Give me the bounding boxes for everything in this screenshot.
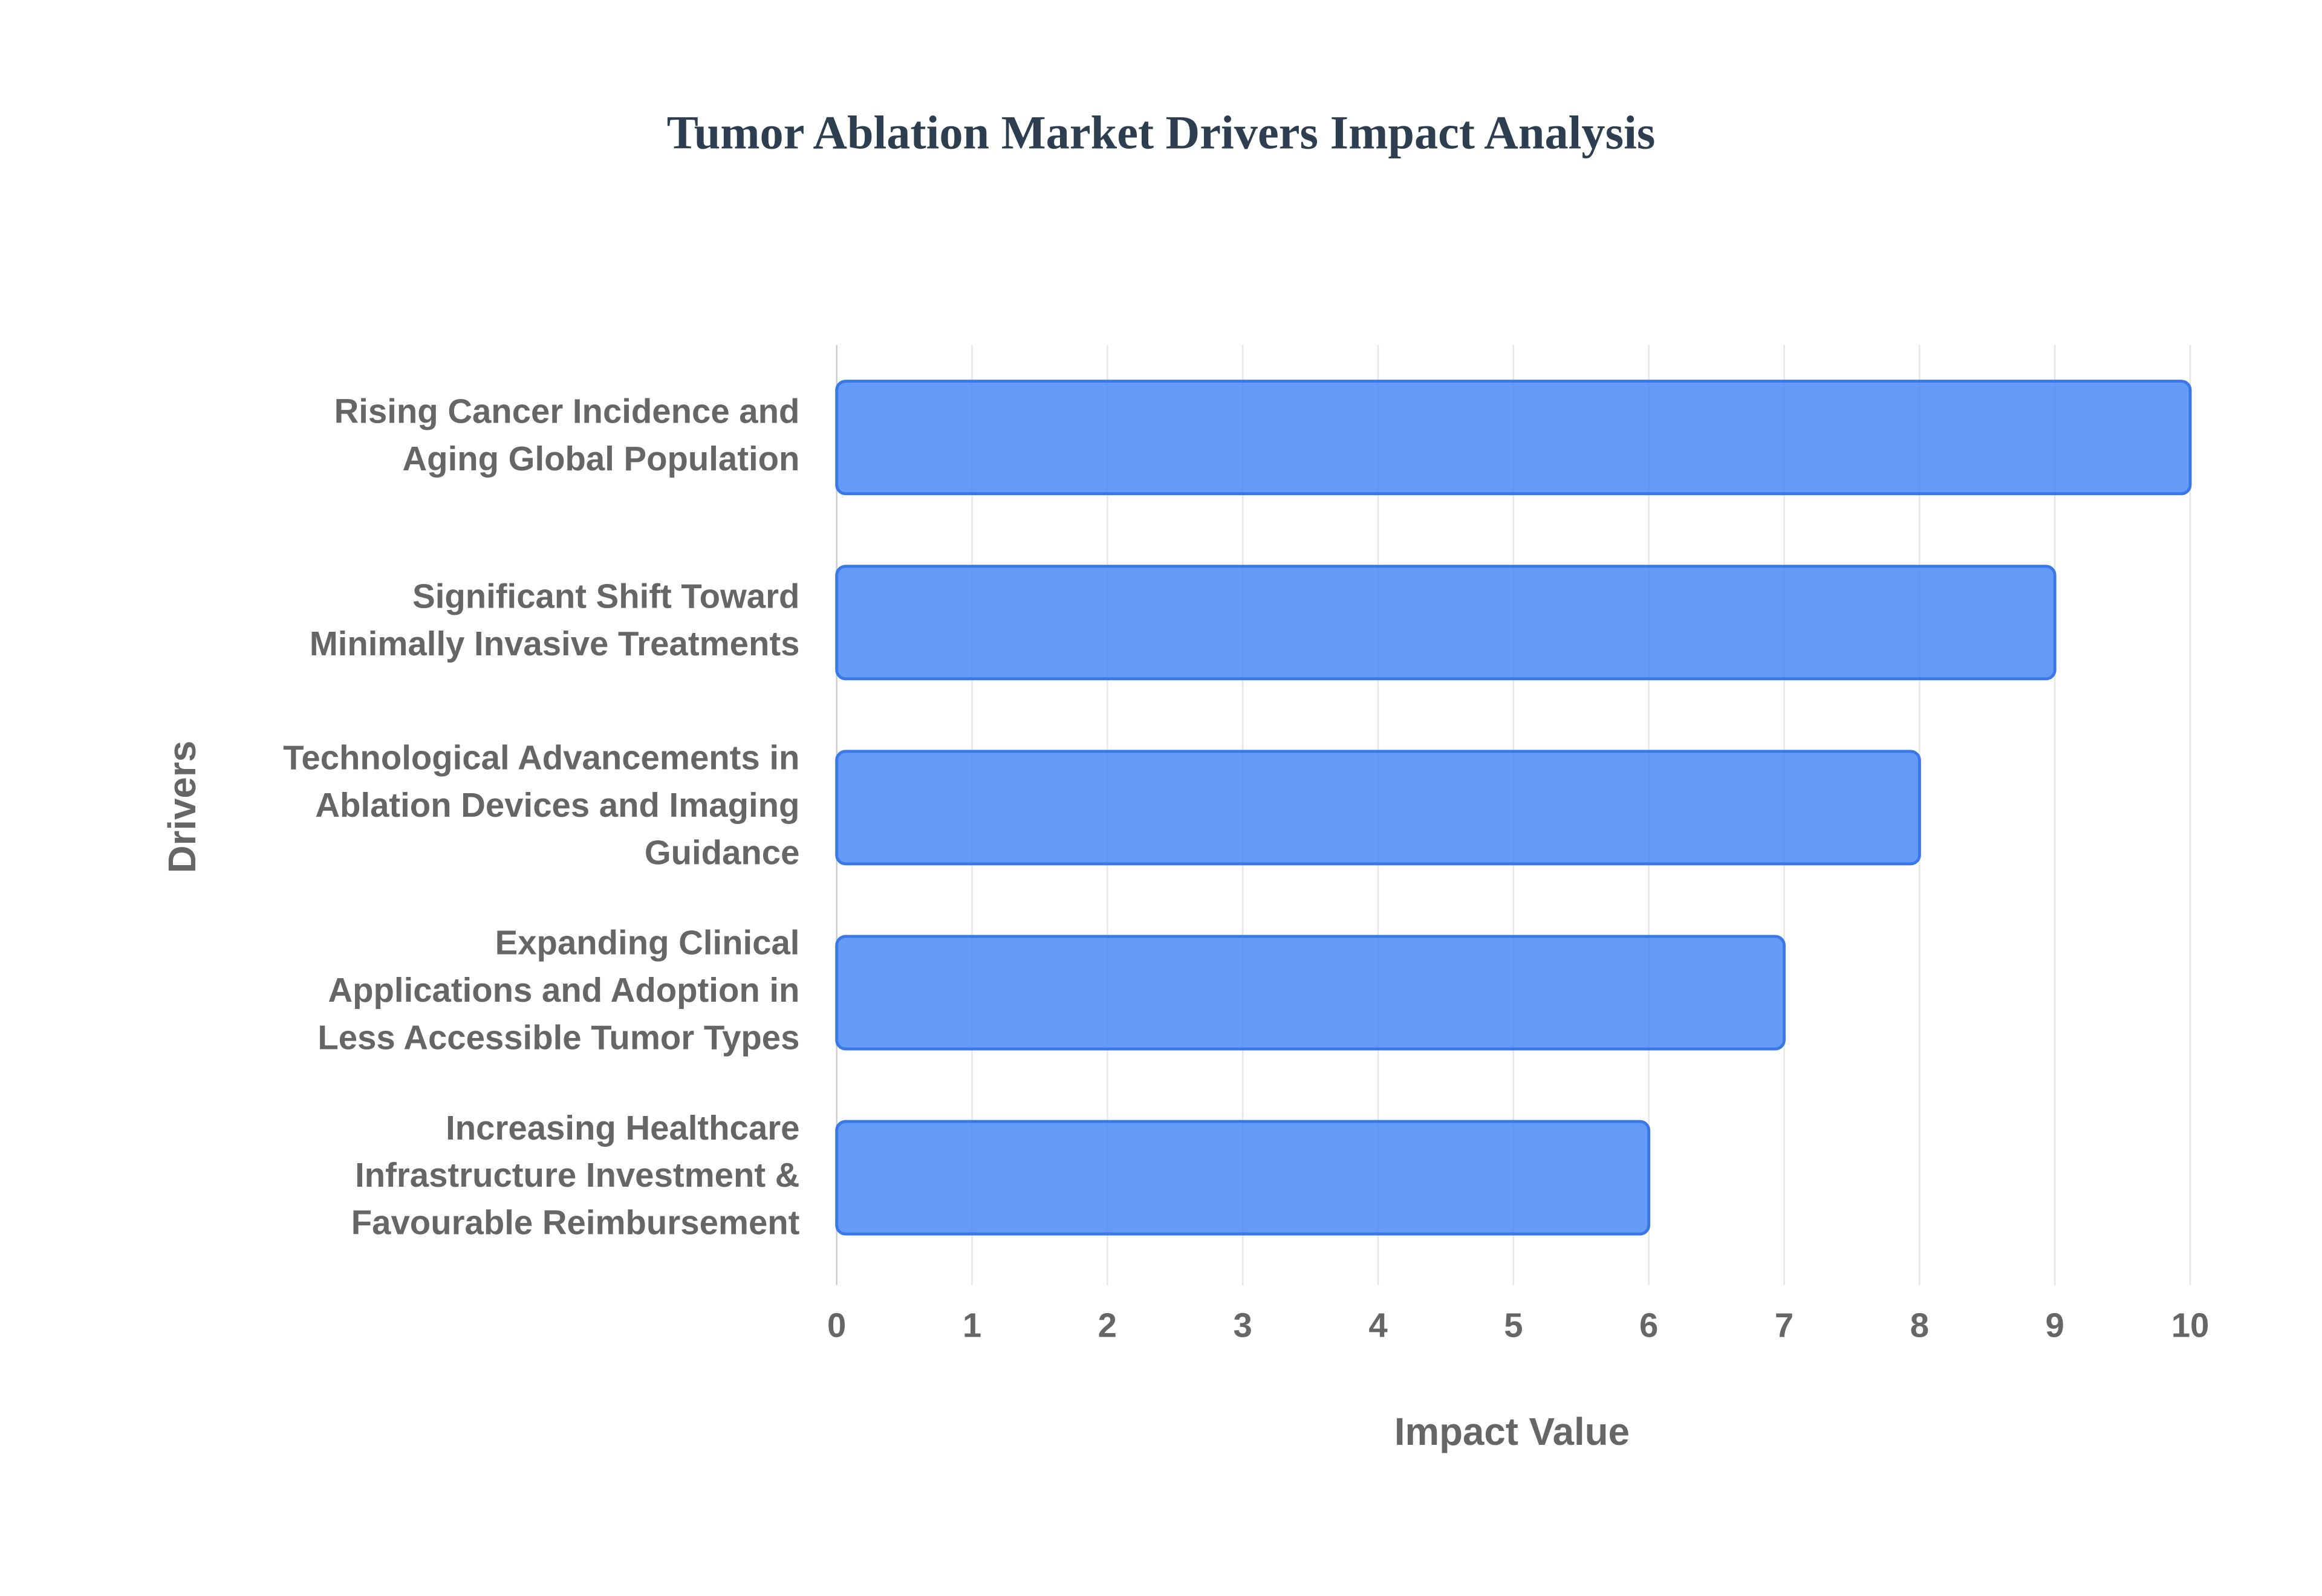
y-tick-label-line: Expanding Clinical [495,924,800,962]
x-tick-label: 10 [2171,1306,2210,1345]
y-tick-label: Expanding Clinical Applications and Adopt… [317,924,799,1057]
x-tick-label: 1 [963,1306,981,1345]
y-tick-label-line: Technological Advancements in [283,738,799,776]
chart-title: Tumor Ablation Market Drivers Impact Ana… [667,106,1656,159]
y-tick-label-line: Increasing Healthcare [446,1109,799,1147]
y-tick-label-line: Guidance [645,833,800,871]
x-tick-label: 0 [827,1306,846,1345]
x-tick-label: 5 [1504,1306,1523,1345]
y-tick-label-line: Less Accessible Tumor Types [317,1018,799,1056]
y-tick-label-line: Applications and Adoption in [328,971,799,1009]
y-tick-label-line: Ablation Devices and Imaging [315,786,799,824]
x-tick-label: 6 [1639,1306,1658,1345]
y-tick-label-line: Favourable Reimbursement [351,1203,800,1241]
x-axis-title: Impact Value [1394,1410,1630,1453]
x-tick-label: 7 [1775,1306,1794,1345]
y-tick-label: Increasing Healthcare Infrastructure Inve… [351,1109,800,1242]
bar [835,380,2192,496]
bar [835,1120,1651,1236]
y-tick-label-line: Significant Shift Toward [412,577,799,615]
bar [835,750,1921,866]
y-tick-label-line: Aging Global Population [403,440,800,478]
y-tick-label: Rising Cancer Incidence and Aging Global … [334,392,800,477]
x-tick-label: 2 [1098,1306,1117,1345]
y-tick-label-line: Infrastructure Investment & [355,1156,799,1194]
bar [835,565,2057,681]
y-tick-label-line: Rising Cancer Incidence and [334,392,800,430]
y-tick-label-line: Minimally Invasive Treatments [310,624,800,663]
x-tick-label: 4 [1368,1306,1388,1345]
y-axis-title: Drivers [161,741,204,873]
x-tick-label: 8 [1910,1306,1929,1345]
x-tick-label: 3 [1234,1306,1252,1345]
x-tick-label: 9 [2046,1306,2064,1345]
bar [835,935,1786,1051]
y-tick-label: Technological Advancements in Ablation De… [283,738,799,871]
y-tick-label: Significant Shift Toward Minimally Invasi… [310,577,800,662]
